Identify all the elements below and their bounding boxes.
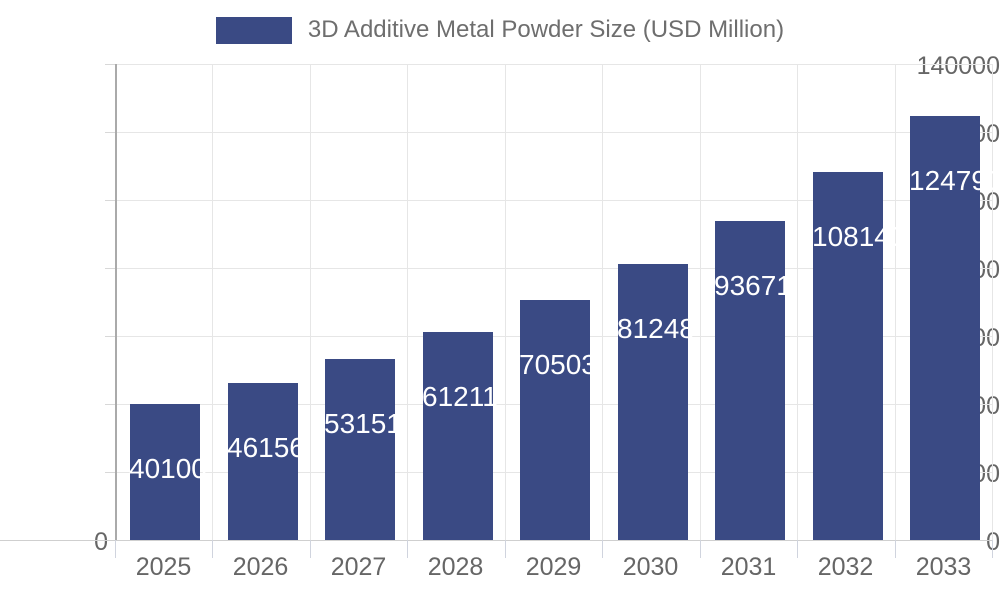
gridline-vertical xyxy=(212,64,213,540)
y-axis-tick-label-0: 0 xyxy=(986,528,1000,556)
bar-value-label-2025: 40100 xyxy=(129,453,207,484)
gridline-vertical xyxy=(992,64,993,540)
bar-2030[interactable] xyxy=(618,264,688,540)
x-axis-tick-label-2033: 2033 xyxy=(915,553,972,581)
bar-2033[interactable] xyxy=(910,116,980,540)
y-axis-tick-mark xyxy=(105,132,115,133)
x-axis-tick-mark xyxy=(115,540,116,558)
bar-value-label-2031: 93671 xyxy=(714,270,792,301)
bar-value-label-2032: 108140 xyxy=(812,221,906,252)
x-axis-tick-label-2031: 2031 xyxy=(720,553,777,581)
x-axis-tick-mark xyxy=(407,540,408,558)
x-axis-tick-label-2030: 2030 xyxy=(622,553,679,581)
x-axis-tick-mark xyxy=(212,540,213,558)
x-axis-tick-mark xyxy=(700,540,701,558)
x-axis-tick-label-2032: 2032 xyxy=(817,553,874,581)
y-axis-tick-mark xyxy=(105,268,115,269)
x-axis-tick-mark xyxy=(602,540,603,558)
gridline-vertical xyxy=(505,64,506,540)
gridline-vertical xyxy=(700,64,701,540)
y-axis-tick-mark xyxy=(105,200,115,201)
bar-2028[interactable] xyxy=(423,332,493,540)
gridline-horizontal xyxy=(115,132,993,133)
bar-value-label-2030: 81248 xyxy=(617,313,695,344)
bar-value-label-2027: 53151 xyxy=(324,408,402,439)
y-axis-spine xyxy=(115,64,117,541)
bar-value-label-2028: 61211 xyxy=(422,381,498,412)
y-axis-tick-mark xyxy=(105,472,115,473)
y-axis-tick-mark xyxy=(105,64,115,65)
bar-2027[interactable] xyxy=(325,359,395,540)
gridline-vertical xyxy=(310,64,311,540)
y-axis-tick-mark xyxy=(105,336,115,337)
gridline-vertical xyxy=(602,64,603,540)
legend-item-series-0[interactable]: 3D Additive Metal Powder Size (USD Milli… xyxy=(215,16,785,44)
x-axis-tick-label-2029: 2029 xyxy=(525,553,582,581)
bar-2031[interactable] xyxy=(715,221,785,540)
gridline-horizontal xyxy=(115,268,993,269)
bar-value-label-2033: 124790 xyxy=(909,165,993,196)
x-axis-tick-mark xyxy=(992,540,993,558)
x-axis-spine xyxy=(0,540,993,541)
y-axis: 0 xyxy=(0,0,108,600)
x-axis-tick-mark xyxy=(895,540,896,558)
x-axis-tick-label-2025: 2025 xyxy=(135,553,192,581)
bar-value-label-2029: 70503 xyxy=(519,349,597,380)
gridline-horizontal xyxy=(115,200,993,201)
legend-item-label: 3D Additive Metal Powder Size (USD Milli… xyxy=(307,16,785,43)
chart-legend: 3D Additive Metal Powder Size (USD Milli… xyxy=(0,10,1000,50)
gridline-vertical xyxy=(797,64,798,540)
bar-2025[interactable] xyxy=(130,404,200,540)
x-axis-tick-label-2027: 2027 xyxy=(330,553,387,581)
y-axis-tick-mark xyxy=(105,404,115,405)
bar-2026[interactable] xyxy=(228,383,298,540)
gridline-vertical xyxy=(407,64,408,540)
bar-2029[interactable] xyxy=(520,300,590,540)
gridline-vertical xyxy=(895,64,896,540)
x-axis-tick-mark xyxy=(505,540,506,558)
bar-value-label-2026: 46156 xyxy=(227,432,305,463)
gridline-horizontal xyxy=(115,64,993,65)
x-axis-tick-label-2028: 2028 xyxy=(427,553,484,581)
bar-2032[interactable] xyxy=(813,172,883,540)
x-axis-tick-mark xyxy=(310,540,311,558)
y-axis-tick-label-0: 0 xyxy=(94,528,108,556)
x-axis-tick-mark xyxy=(797,540,798,558)
x-axis-tick-label-2026: 2026 xyxy=(232,553,289,581)
y-axis-tick-label-140000: 140000 xyxy=(916,52,1000,80)
bars-layer: 40100 46156 53151 61211 70503 81248 9367… xyxy=(115,64,993,540)
legend-color-swatch-icon xyxy=(215,16,292,44)
